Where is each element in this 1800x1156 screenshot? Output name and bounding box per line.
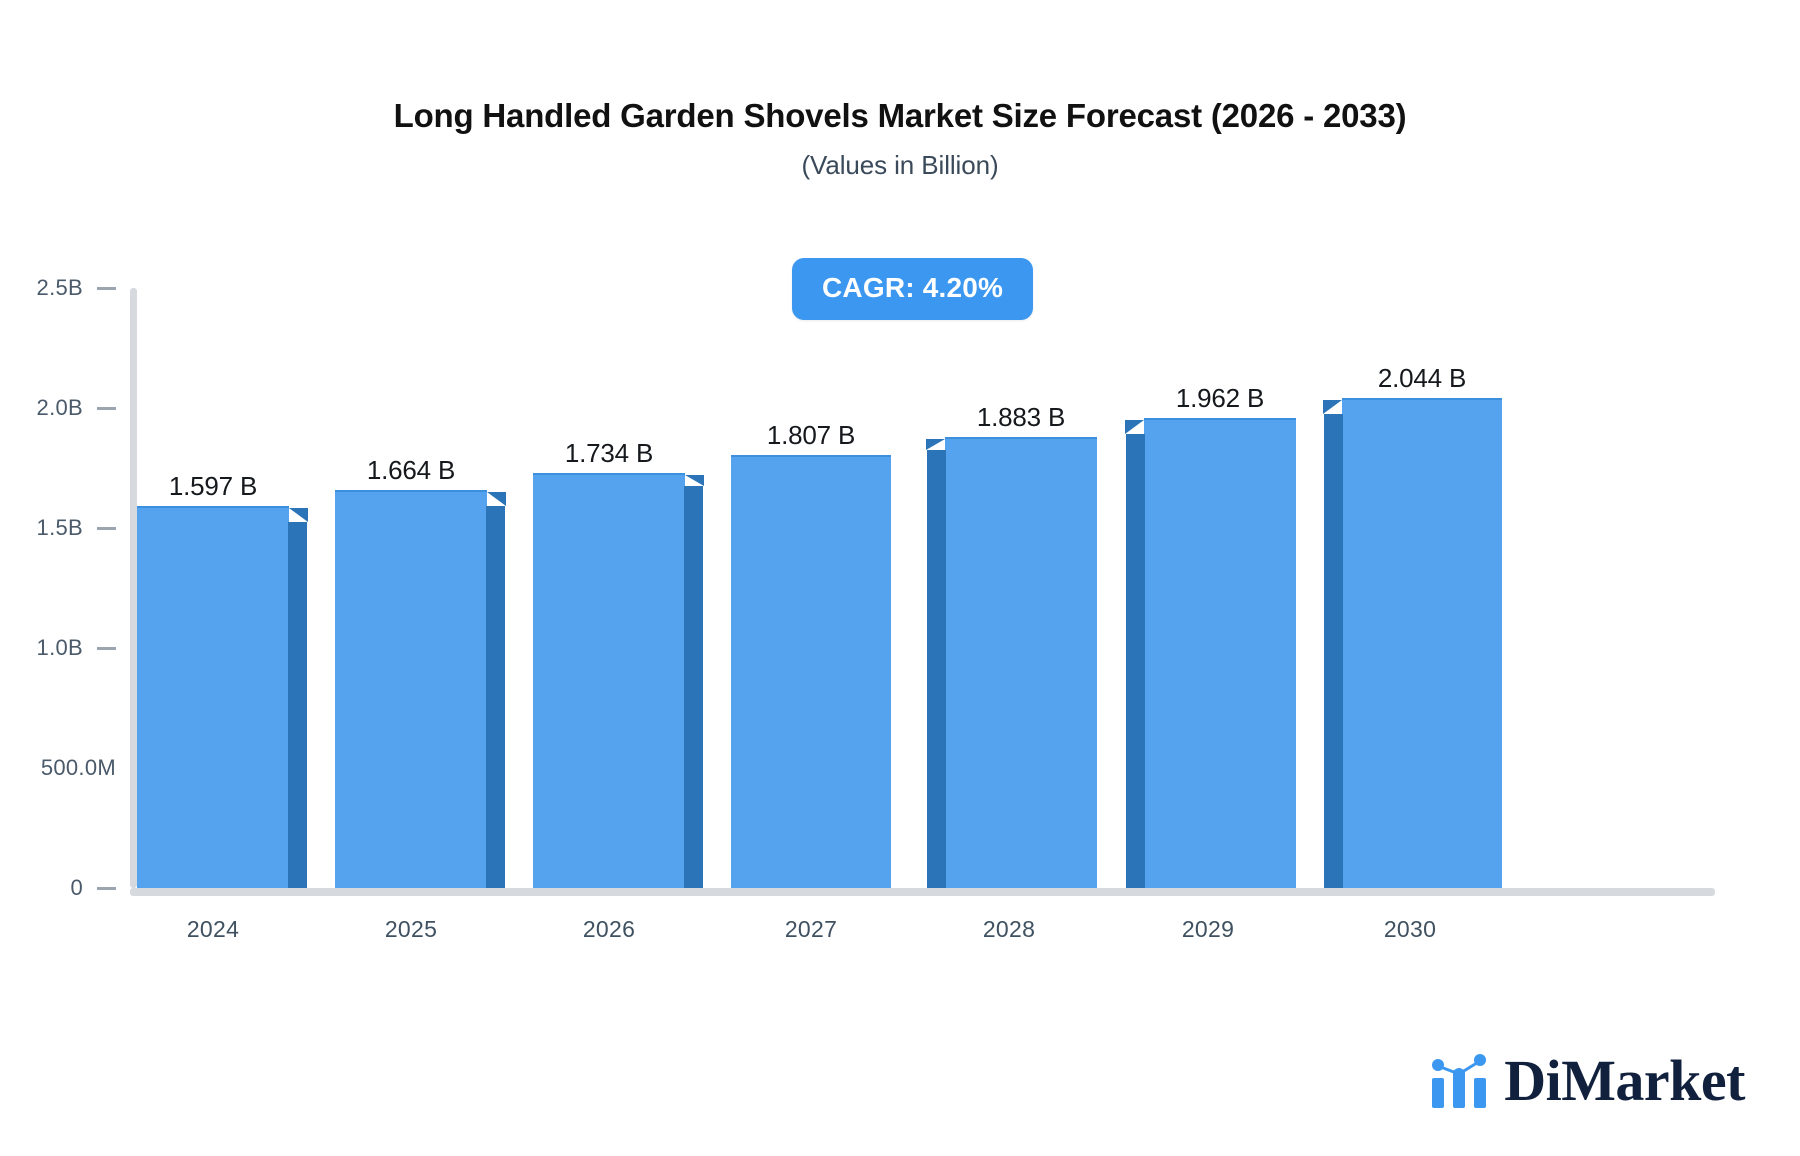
y-tick-label: 1.5B [36, 515, 83, 540]
bar-top-bevel [487, 492, 506, 506]
bar-side-face [927, 450, 946, 888]
y-tick-label: 0 [70, 875, 83, 900]
y-tick-dash-icon [97, 646, 116, 650]
bar-value-label: 1.807 B [766, 420, 856, 450]
bar-2029[interactable]: 1.962 B [1125, 288, 1296, 888]
y-tick-1: 500.0M [41, 755, 116, 781]
logo-wordmark: DiMarket [1504, 1048, 1745, 1113]
plot-area: 2.5B 2.0B 1.5B 1.0B 500.0M 0 1.597 B [37, 275, 1715, 942]
bar-face [1144, 418, 1296, 888]
y-tick-3: 1.5B [37, 515, 116, 541]
bar-2024[interactable]: 1.597 B [137, 288, 308, 888]
bar-series: 1.597 B 1.664 B 1.734 B 1.807 [137, 288, 1715, 888]
bar-side-face [684, 486, 703, 888]
x-tick-2027: 2027 [784, 916, 838, 942]
x-tick-2028: 2028 [982, 916, 1036, 942]
y-tick-2: 1.0B [37, 635, 116, 661]
bar-face [945, 437, 1097, 888]
y-tick-dash-icon [97, 406, 116, 410]
x-tick-2025: 2025 [384, 916, 438, 942]
bar-2026[interactable]: 1.734 B [533, 288, 704, 888]
bar-top-bevel [926, 439, 945, 450]
y-tick-5: 2.5B [37, 275, 116, 301]
y-tick-label: 500.0M [40, 755, 116, 780]
bar-2028[interactable]: 1.883 B [926, 288, 1097, 888]
bar-face [137, 506, 289, 888]
bar-value-label: 1.664 B [366, 455, 456, 485]
chart-title: Long Handled Garden Shovels Market Size … [393, 97, 1407, 134]
bar-face [533, 473, 685, 888]
bar-value-label: 1.734 B [564, 438, 654, 468]
brand-logo: DiMarket [1430, 1052, 1745, 1110]
x-axis-line [130, 888, 1715, 896]
bar-face [335, 490, 487, 888]
bar-value-label: 1.597 B [168, 471, 258, 501]
y-tick-dash-icon [97, 526, 116, 530]
bar-2030[interactable]: 2.044 B [1323, 288, 1502, 888]
bar-value-label: 1.883 B [976, 402, 1066, 432]
y-tick-label: 2.5B [36, 275, 83, 300]
x-tick-2026: 2026 [582, 916, 636, 942]
x-tick-2029: 2029 [1181, 916, 1235, 942]
bar-top-bevel [685, 475, 704, 486]
bar-2025[interactable]: 1.664 B [335, 288, 506, 888]
y-tick-dash-icon [97, 886, 116, 890]
x-tick-2030: 2030 [1383, 916, 1437, 942]
bar-value-label: 2.044 B [1377, 363, 1467, 393]
bar-top-bevel [1125, 420, 1144, 434]
y-axis-line [130, 288, 137, 888]
y-tick-4: 2.0B [37, 395, 116, 421]
y-tick-label: 2.0B [36, 395, 83, 420]
chart-header: Long Handled Garden Shovels Market Size … [0, 96, 1800, 181]
chart-subtitle: (Values in Billion) [801, 149, 999, 180]
bar-face [1342, 398, 1502, 888]
y-tick-label: 1.0B [36, 635, 83, 660]
bar-face [731, 455, 891, 888]
bar-top-bevel [289, 508, 308, 522]
bar-2027[interactable]: 1.807 B [731, 288, 891, 888]
y-tick-dash-icon [97, 286, 116, 290]
y-tick-0: 0 [70, 875, 116, 901]
bar-side-face [486, 506, 505, 888]
bar-side-face [288, 522, 307, 888]
bar-top-bevel [1323, 400, 1342, 414]
bar-value-label: 1.962 B [1175, 383, 1265, 413]
bar-side-face [1324, 414, 1343, 888]
cagr-badge: CAGR: 4.20% [792, 258, 1034, 320]
bar-side-face [1126, 434, 1145, 888]
x-tick-2024: 2024 [186, 916, 240, 942]
bar-chart-logo-icon [1432, 1054, 1487, 1108]
